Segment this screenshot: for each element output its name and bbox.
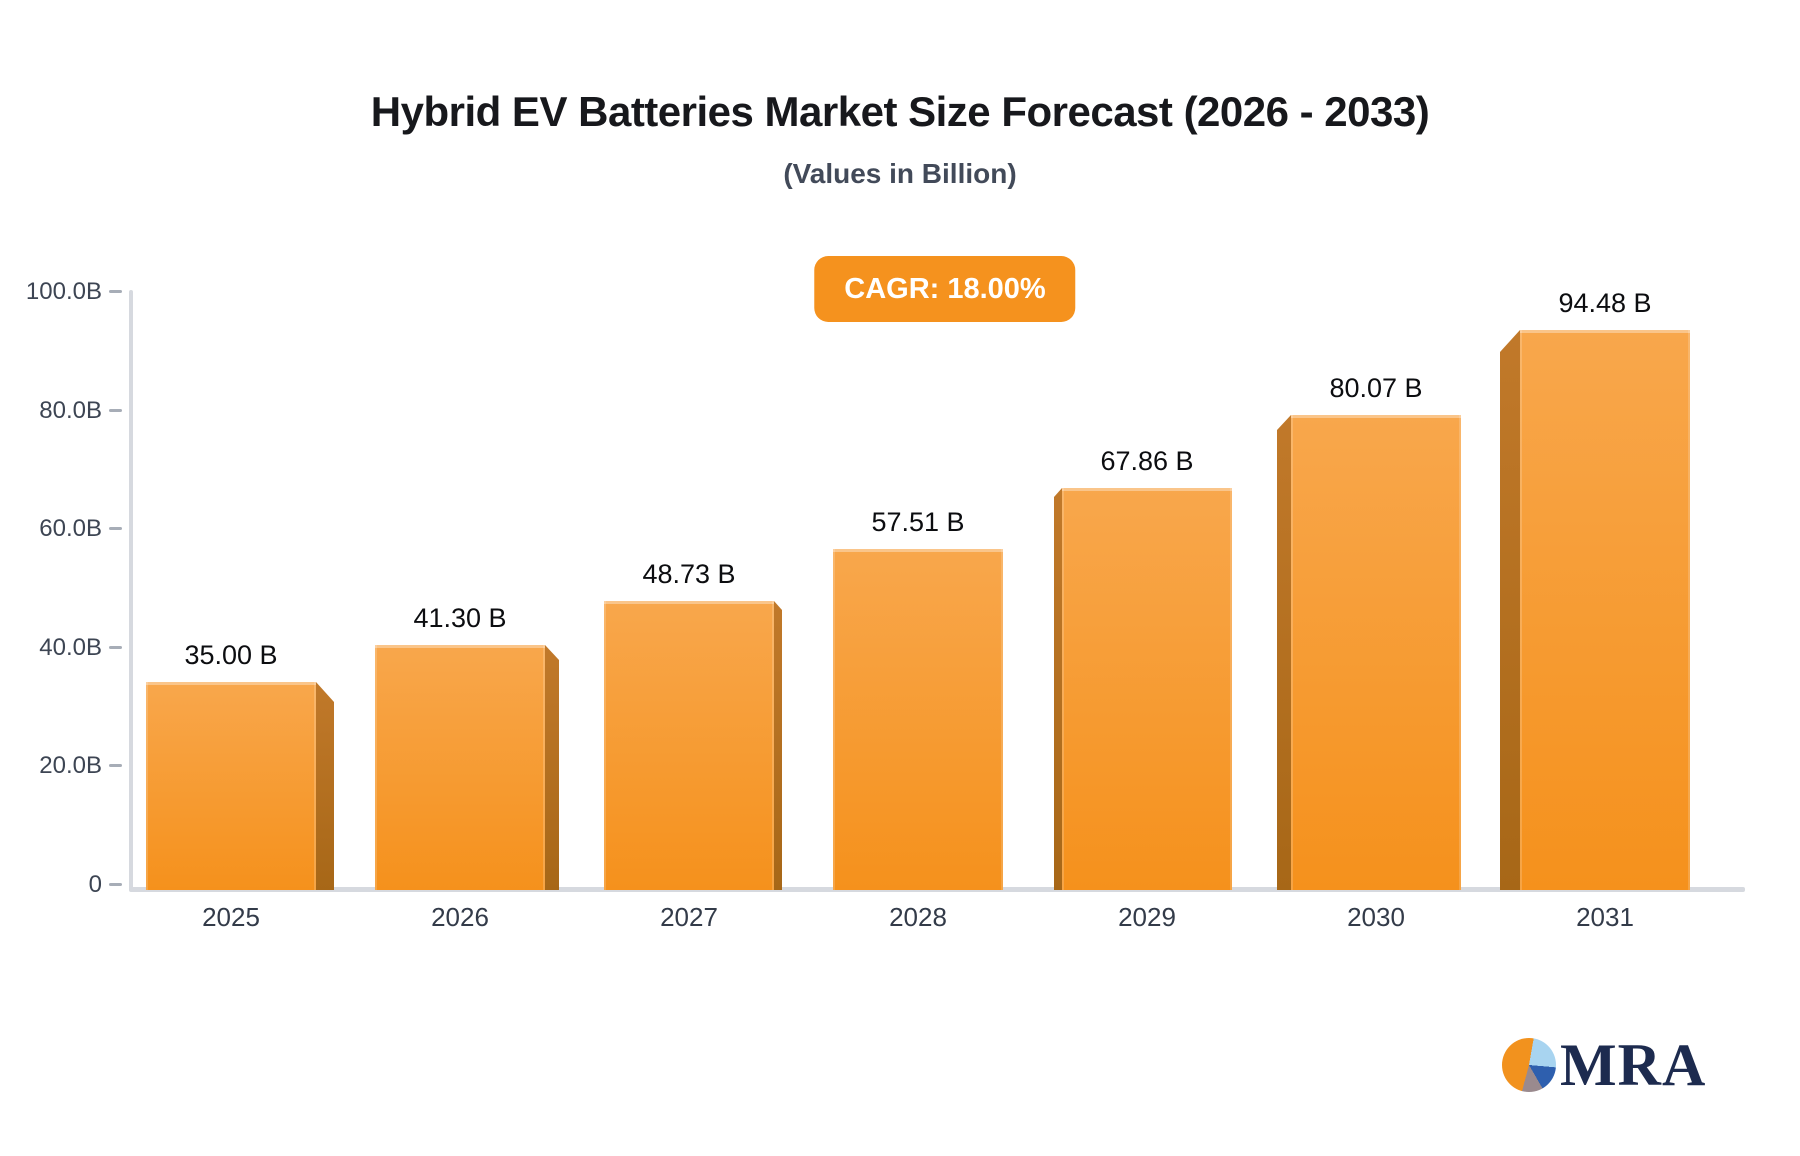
x-axis-label: 2031 (1576, 902, 1634, 932)
y-tick-label: 60.0B (39, 515, 102, 543)
y-tick-mark (109, 290, 122, 293)
brand-logo: MRA (1502, 1032, 1707, 1098)
bar-2027 (604, 601, 774, 890)
y-tick-mark (109, 408, 122, 412)
y-tick-label: 80.0B (39, 396, 102, 424)
bar-side-face (1277, 415, 1291, 890)
pie-chart-logo-icon (1502, 1038, 1556, 1092)
y-tick-label: 40.0B (39, 633, 102, 661)
cagr-badge: CAGR: 18.00% (814, 256, 1076, 322)
bar-side-face (774, 601, 782, 890)
x-axis-label: 2028 (889, 902, 947, 932)
bar-side-face (316, 682, 334, 890)
bar-side-face (1054, 488, 1062, 890)
y-tick-label: 100.0B (25, 278, 102, 305)
bar-side-face (545, 645, 559, 890)
bar-value-label: 48.73 B (642, 559, 736, 589)
bar-2025 (146, 682, 316, 890)
y-tick-mark (109, 645, 122, 649)
x-axis-label: 2025 (202, 902, 260, 932)
y-axis-line (129, 290, 133, 890)
x-axis-label: 2029 (1118, 902, 1176, 932)
x-axis-label: 2030 (1347, 902, 1405, 932)
bar-side-face (1500, 330, 1520, 890)
bar-2029 (1062, 488, 1232, 890)
y-tick-mark (109, 527, 122, 531)
bar-value-label: 57.51 B (871, 507, 965, 537)
bar-2030 (1291, 415, 1461, 890)
bar-value-label: 41.30 B (413, 603, 507, 633)
brand-logo-text: MRA (1560, 1032, 1707, 1098)
bar-2026 (375, 645, 545, 890)
bar-value-label: 35.00 B (184, 640, 278, 670)
x-axis-label: 2026 (431, 902, 489, 932)
y-tick-mark (109, 764, 122, 768)
y-tick-mark (109, 883, 122, 886)
chart-title: Hybrid EV Batteries Market Size Forecast… (370, 88, 1430, 135)
bar-2028 (833, 549, 1003, 890)
y-tick-label: 0 (88, 871, 102, 898)
bar-value-label: 67.86 B (1100, 446, 1194, 476)
chart-subtitle: (Values in Billion) (783, 158, 1017, 189)
bar-value-label: 80.07 B (1329, 373, 1423, 403)
y-tick-label: 20.0B (39, 752, 102, 780)
bar-2031 (1520, 330, 1690, 890)
bar-value-label: 94.48 B (1558, 288, 1652, 318)
x-axis-label: 2027 (660, 902, 718, 932)
